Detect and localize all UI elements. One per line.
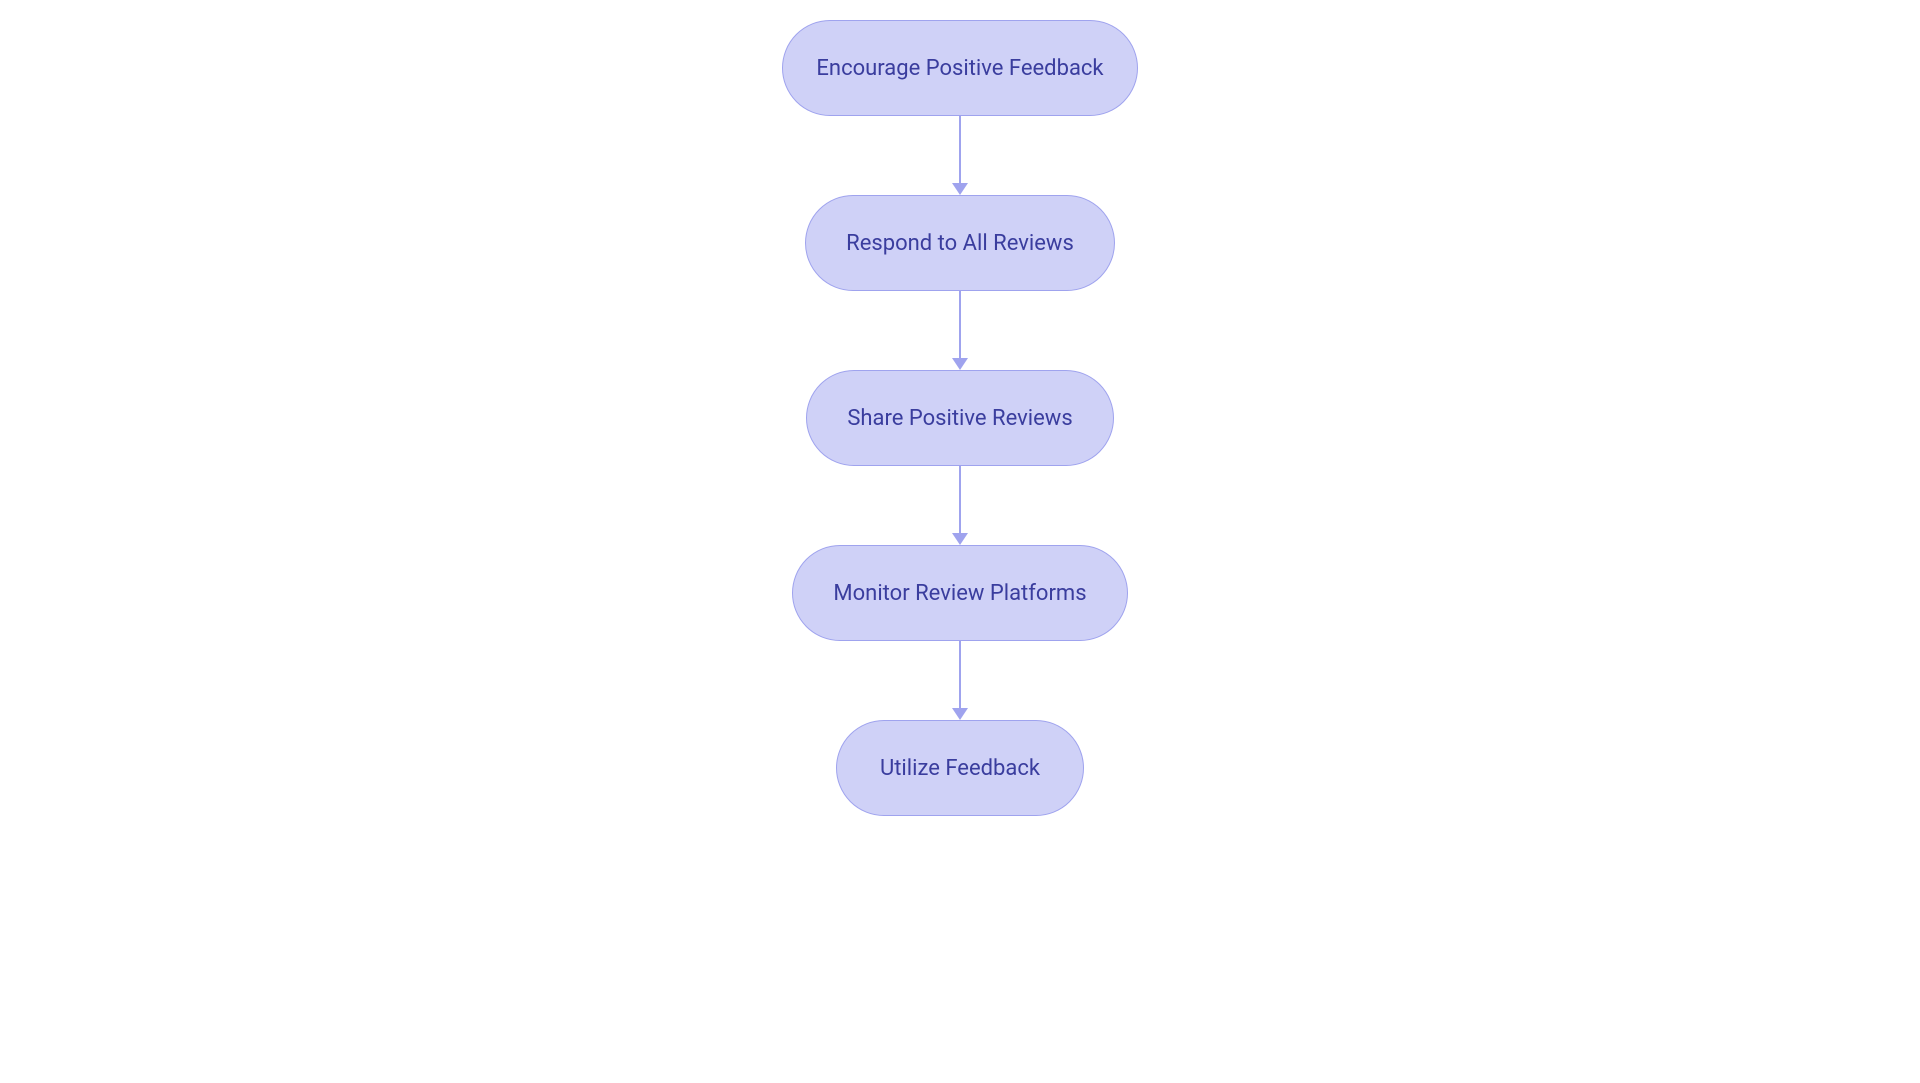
flowchart-node-3-label: Share Positive Reviews [847, 406, 1072, 431]
flowchart-node-1-label: Encourage Positive Feedback [816, 56, 1103, 81]
flowchart-node-3: Share Positive Reviews [806, 370, 1114, 466]
flowchart-node-5: Utilize Feedback [836, 720, 1084, 816]
flowchart-arrow-4-line [959, 641, 961, 708]
flowchart-node-4-label: Monitor Review Platforms [833, 581, 1086, 606]
flowchart-arrow-4-head [952, 708, 968, 720]
flowchart-arrow-2-line [959, 291, 961, 358]
flowchart-node-5-label: Utilize Feedback [880, 756, 1040, 781]
flowchart-arrow-1-head [952, 183, 968, 195]
flowchart-node-2: Respond to All Reviews [805, 195, 1115, 291]
flowchart-arrow-3-head [952, 533, 968, 545]
flowchart-node-1: Encourage Positive Feedback [782, 20, 1138, 116]
flowchart-node-2-label: Respond to All Reviews [846, 231, 1074, 256]
flowchart-node-4: Monitor Review Platforms [792, 545, 1128, 641]
flowchart-arrow-3-line [959, 466, 961, 533]
flowchart-arrow-2-head [952, 358, 968, 370]
flowchart-arrow-1-line [959, 116, 961, 183]
